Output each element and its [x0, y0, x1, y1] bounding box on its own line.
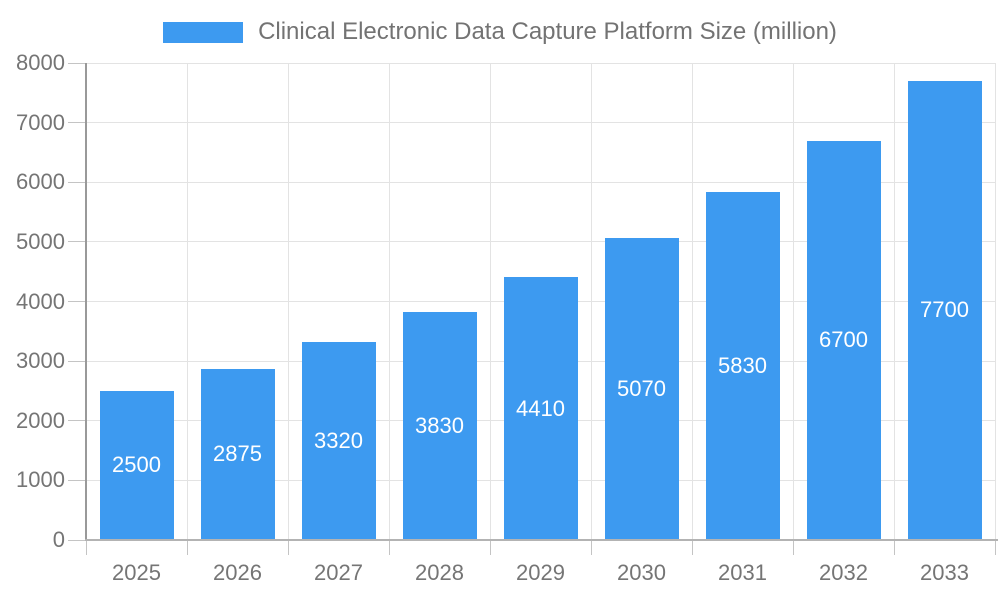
x-axis-tick [287, 540, 289, 555]
x-axis-tick-label: 2027 [314, 560, 363, 585]
y-axis-tick [68, 62, 86, 64]
gridline-horizontal [86, 62, 995, 64]
y-axis-tick [68, 539, 86, 541]
bar[interactable]: 3830 [402, 311, 477, 540]
x-axis-tick [792, 540, 794, 555]
gridline-vertical [489, 63, 491, 540]
gridline-vertical [590, 63, 592, 540]
bar-value-label: 3830 [415, 412, 464, 438]
gridline-vertical [388, 63, 390, 540]
bar[interactable]: 2500 [99, 390, 174, 540]
gridline-vertical [792, 63, 794, 540]
legend-color-swatch [163, 21, 244, 43]
y-axis-tick-label: 7000 [16, 109, 65, 135]
gridline-horizontal [86, 241, 995, 243]
y-axis-tick-label: 0 [52, 527, 65, 552]
gridline-horizontal [86, 122, 995, 124]
bar[interactable]: 6700 [806, 140, 881, 540]
y-axis-line [85, 63, 87, 540]
x-axis-tick-label: 2029 [516, 560, 565, 585]
x-axis-tick [85, 540, 87, 555]
y-axis-tick [68, 241, 86, 243]
bar[interactable]: 7700 [907, 80, 982, 540]
y-axis-tick-label: 3000 [16, 348, 65, 374]
bar-value-label: 6700 [819, 327, 868, 353]
bar-value-label: 7700 [920, 297, 969, 323]
x-axis-tick [893, 540, 895, 555]
x-axis-tick [994, 540, 996, 555]
y-axis-tick [68, 360, 86, 362]
y-axis-tick-label: 2000 [16, 407, 65, 433]
bar-value-label: 2500 [112, 452, 161, 478]
bar-value-label: 3320 [314, 428, 363, 453]
legend-label: Clinical Electronic Data Capture Platfor… [258, 18, 837, 45]
y-axis-tick [68, 479, 86, 481]
x-axis-tick [388, 540, 390, 555]
x-axis-tick [691, 540, 693, 555]
y-axis-tick [68, 122, 86, 124]
gridline-horizontal [86, 181, 995, 183]
x-axis-tick-label: 2028 [415, 560, 464, 585]
x-axis-tick [590, 540, 592, 555]
bar[interactable]: 4410 [503, 277, 578, 540]
y-axis-tick-label: 1000 [16, 467, 65, 493]
gridline-vertical [691, 63, 693, 540]
legend-item[interactable]: Clinical Electronic Data Capture Platfor… [0, 18, 1000, 45]
x-axis-tick-label: 2030 [617, 560, 666, 585]
x-axis-tick-label: 2033 [920, 560, 969, 585]
gridline-vertical [994, 63, 996, 540]
gridline-vertical [287, 63, 289, 540]
bar[interactable]: 2875 [200, 368, 275, 540]
bar-value-label: 5070 [617, 375, 666, 401]
y-axis-tick [68, 420, 86, 422]
x-axis-tick-label: 2031 [718, 560, 767, 585]
bar-value-label: 5830 [718, 353, 767, 379]
y-axis-tick [68, 181, 86, 183]
x-axis-tick-label: 2026 [213, 560, 262, 585]
x-axis-tick [489, 540, 491, 555]
bar[interactable]: 3320 [301, 342, 376, 540]
y-axis-tick-label: 4000 [16, 288, 65, 314]
bar[interactable]: 5830 [705, 192, 780, 540]
y-axis-tick-label: 5000 [16, 228, 65, 254]
y-axis-tick [68, 301, 86, 302]
x-axis-tick-label: 2032 [819, 560, 868, 585]
y-axis-tick-label: 8000 [16, 50, 65, 75]
gridline-vertical [186, 63, 188, 540]
x-axis-line [85, 539, 998, 541]
x-axis-tick [186, 540, 188, 555]
bar-value-label: 4410 [516, 395, 565, 421]
bar[interactable]: 5070 [604, 237, 679, 540]
y-axis-tick-label: 6000 [16, 169, 65, 195]
x-axis-tick-label: 2025 [112, 560, 161, 585]
bar-value-label: 2875 [213, 441, 262, 467]
gridline-vertical [893, 63, 895, 540]
